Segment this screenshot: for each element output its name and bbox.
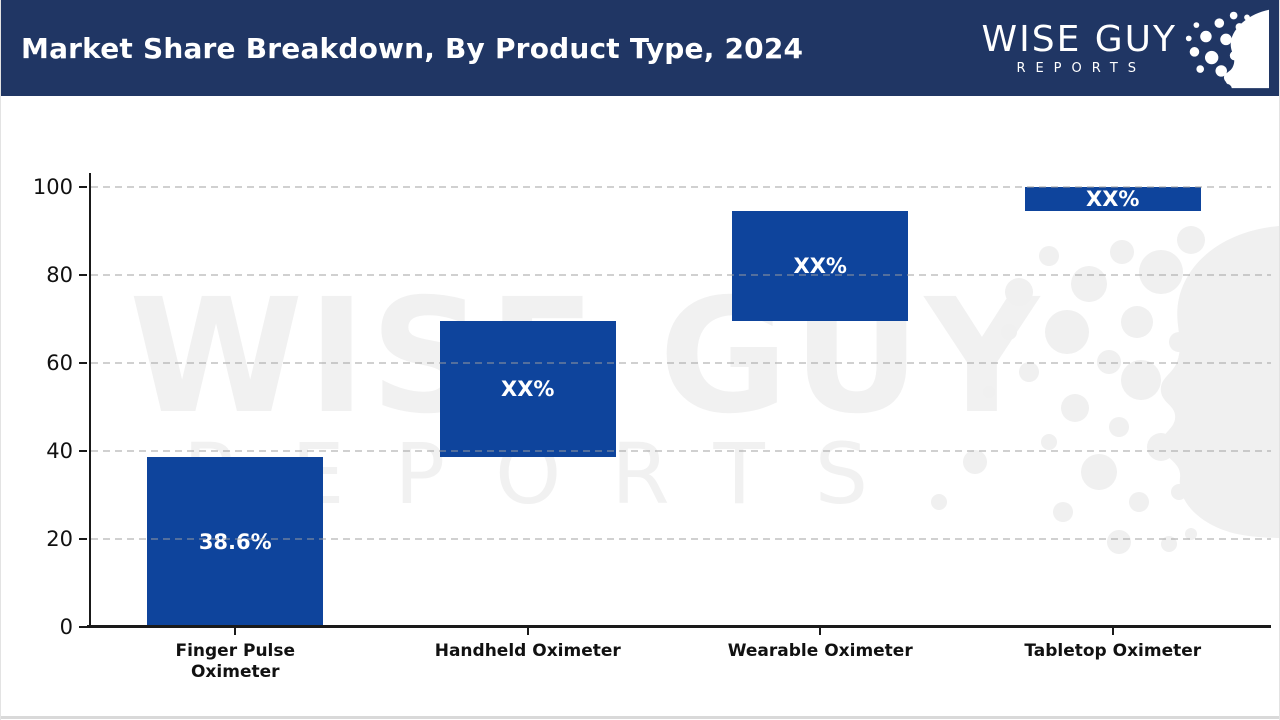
logo-wordmark: WISE GUY bbox=[981, 18, 1177, 60]
x-axis-tick bbox=[819, 627, 822, 635]
watermark-head-icon bbox=[931, 226, 1279, 554]
x-category-label: Tabletop Oximeter bbox=[1024, 641, 1202, 661]
y-axis-tick bbox=[79, 274, 87, 276]
y-axis-tick bbox=[79, 626, 87, 628]
x-axis-tick bbox=[234, 627, 237, 635]
y-axis-tick bbox=[79, 186, 87, 188]
header-bar: Market Share Breakdown, By Product Type,… bbox=[1, 0, 1279, 96]
x-category-label: Handheld Oximeter bbox=[434, 641, 621, 661]
logo-text: WISE GUY REPORTS bbox=[981, 18, 1178, 76]
y-axis-tick bbox=[79, 538, 87, 540]
logo-subtitle: REPORTS bbox=[1016, 60, 1147, 76]
waterfall-bar: XX% bbox=[732, 211, 909, 322]
x-axis-spine bbox=[87, 625, 1271, 628]
gridline bbox=[91, 450, 1271, 452]
waterfall-bar: 38.6% bbox=[147, 457, 324, 627]
y-axis-tick-label: 60 bbox=[46, 351, 73, 375]
bar-value-label: XX% bbox=[793, 254, 847, 279]
x-category-label: Finger Pulse Oximeter bbox=[175, 641, 296, 682]
logo-head-icon bbox=[1185, 9, 1269, 89]
bar-value-label: XX% bbox=[501, 377, 555, 402]
gridline bbox=[91, 538, 1271, 540]
y-axis-spine bbox=[89, 173, 91, 627]
waterfall-bar: XX% bbox=[1024, 187, 1201, 212]
bar-value-label: 38.6% bbox=[198, 530, 272, 555]
chart-title: Market Share Breakdown, By Product Type,… bbox=[21, 31, 804, 65]
x-category-label: Wearable Oximeter bbox=[727, 641, 913, 661]
y-axis-tick bbox=[79, 450, 87, 452]
gridline bbox=[91, 274, 1271, 276]
y-axis-tick bbox=[79, 362, 87, 364]
y-axis-tick-label: 40 bbox=[46, 439, 73, 463]
gridline bbox=[91, 362, 1271, 364]
plot-area: 0 20 40 60 80 100 38.6% Finger Pulse Oximeter XX… bbox=[33, 173, 1271, 682]
bar-value-label: XX% bbox=[1086, 187, 1140, 212]
y-axis-tick-label: 80 bbox=[46, 263, 73, 287]
y-axis-tick-label: 0 bbox=[59, 615, 73, 639]
x-axis-tick bbox=[1111, 627, 1114, 635]
wiseguy-logo: WISE GUY REPORTS bbox=[982, 6, 1280, 90]
waterfall-bar: XX% bbox=[439, 321, 616, 458]
bottom-border bbox=[1, 716, 1279, 719]
gridline bbox=[91, 186, 1271, 188]
y-axis-tick-label: 20 bbox=[46, 527, 73, 551]
x-axis-tick bbox=[526, 627, 529, 635]
y-axis-tick-label: 100 bbox=[32, 175, 73, 199]
